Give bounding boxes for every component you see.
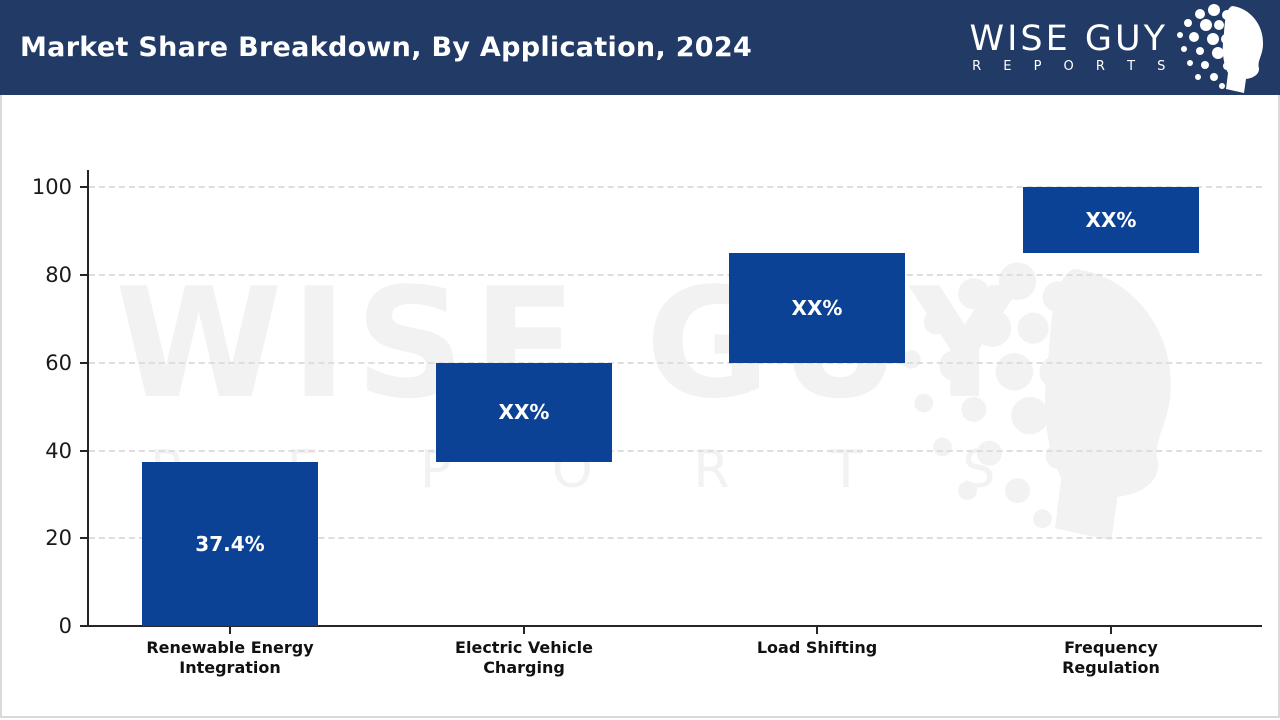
gridline — [89, 274, 1262, 277]
bar-value-label: 37.4% — [195, 531, 265, 556]
bar — [1023, 187, 1199, 254]
y-axis-tick — [80, 274, 88, 277]
category-label: Electric Vehicle Charging — [455, 638, 593, 677]
brand-text: WISE GUY R E P O R T S — [969, 19, 1168, 74]
y-axis-tick-label: 100 — [31, 175, 72, 200]
y-axis-tick — [80, 449, 88, 452]
category-label: Frequency Regulation — [1062, 638, 1160, 677]
category-label: Load Shifting — [756, 638, 878, 657]
y-axis-tick-label: 0 — [58, 614, 72, 638]
y-axis-tick — [80, 537, 88, 540]
y-axis-tick — [80, 625, 88, 627]
x-axis-tick — [1110, 627, 1112, 634]
page-title: Market Share Breakdown, By Application, … — [20, 32, 753, 63]
header: Market Share Breakdown, By Application, … — [0, 0, 1280, 95]
y-axis-tick — [80, 186, 88, 189]
bar-value-label: XX% — [791, 296, 843, 320]
y-axis-tick-label: 40 — [45, 438, 72, 463]
brand-name: WISE GUY — [969, 19, 1168, 59]
bar — [142, 461, 318, 626]
bar — [436, 362, 612, 462]
category-label: Renewable Energy Integration — [146, 638, 314, 677]
y-axis-line — [87, 170, 89, 627]
x-axis-tick — [229, 627, 231, 634]
y-axis-tick-label: 20 — [45, 526, 72, 551]
brand-head-icon — [1177, 3, 1264, 93]
bar — [729, 253, 905, 363]
bar-value-label: XX% — [498, 400, 550, 425]
brand-subtitle: R E P O R T S — [972, 59, 1175, 74]
bar-value-label: XX% — [1085, 208, 1137, 233]
x-axis-tick — [816, 627, 818, 634]
y-axis-tick-label: 80 — [45, 263, 72, 288]
x-axis-tick — [523, 627, 525, 634]
brand-logo: WISE GUY R E P O R T S — [969, 3, 1266, 93]
gridline — [89, 186, 1262, 189]
y-axis-tick — [80, 361, 88, 364]
gridline — [89, 361, 1262, 364]
y-axis-tick-label: 60 — [45, 350, 72, 375]
gridline — [89, 537, 1262, 540]
gridline — [89, 449, 1262, 452]
x-axis-line — [87, 625, 1262, 627]
